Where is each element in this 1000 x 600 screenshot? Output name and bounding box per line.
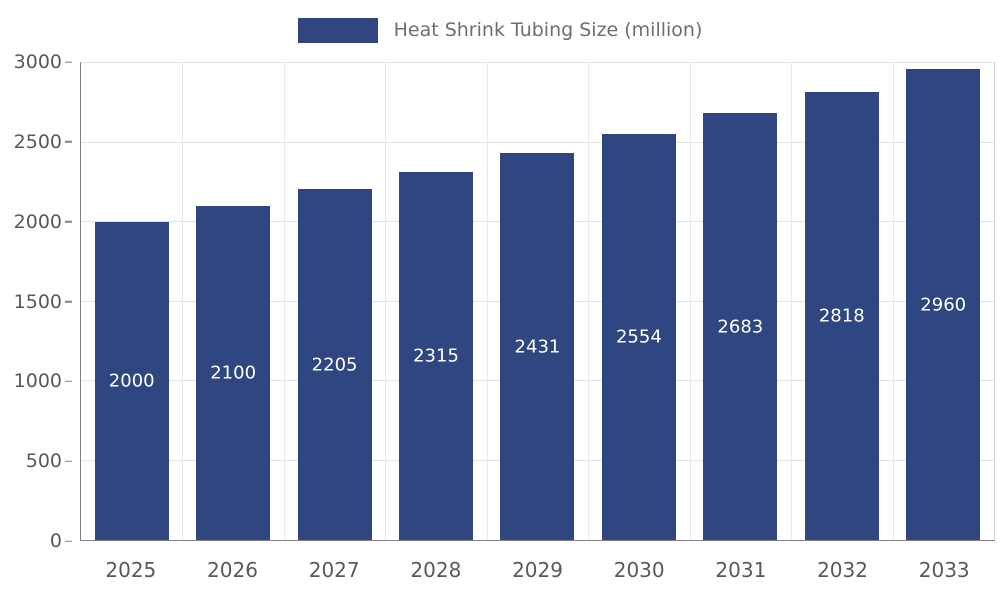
- gridline: [283, 63, 285, 540]
- y-tick-label: 3000: [13, 51, 62, 73]
- y-tick-mark: [65, 460, 72, 462]
- x-tick-label: 2033: [918, 558, 970, 582]
- legend-swatch: [297, 17, 378, 43]
- bar: 2554: [601, 133, 676, 540]
- x-tick-label: 2032: [817, 558, 868, 582]
- bar: 2960: [906, 69, 981, 540]
- bar-value-label: 2554: [615, 326, 662, 348]
- bar-band: 2431: [487, 63, 588, 540]
- gridline: [182, 63, 184, 540]
- bar-value-label: 2205: [311, 354, 358, 376]
- gridline: [385, 63, 387, 540]
- bar-band: 2315: [385, 63, 486, 540]
- bar: 2315: [399, 171, 474, 540]
- bar-band: 2683: [690, 63, 791, 540]
- bar-band: 2100: [182, 63, 283, 540]
- gridline: [81, 141, 994, 143]
- bar-band: 2205: [284, 63, 385, 540]
- gridline: [689, 63, 691, 540]
- bar-value-label: 2315: [413, 345, 459, 367]
- bar: 2431: [500, 153, 575, 540]
- y-tick-mark: [65, 141, 72, 143]
- y-tick-label: 2000: [13, 210, 62, 233]
- bar-band: 2554: [588, 63, 689, 540]
- y-tick-label: 0: [49, 530, 62, 552]
- x-tick-label: 2027: [308, 558, 360, 582]
- y-tick-mark: [65, 220, 72, 223]
- bar-band: 2818: [791, 63, 892, 540]
- y-tick-label: 500: [25, 450, 62, 473]
- bar: 2683: [703, 113, 778, 540]
- legend: Heat Shrink Tubing Size (million): [0, 16, 1000, 44]
- bar-value-label: 2818: [818, 305, 865, 327]
- y-tick-mark: [65, 540, 72, 542]
- x-axis: 2025 2026 2027 2028 2029 2030 2031 2032 2033: [80, 548, 995, 588]
- gridline: [791, 63, 793, 540]
- gridline: [892, 63, 894, 540]
- gridline: [81, 62, 994, 63]
- y-tick-mark: [65, 61, 72, 63]
- x-tick-label: 2030: [613, 558, 665, 582]
- bar-value-label: 2683: [717, 316, 764, 338]
- plot-area: 2000 2100 2205 2315 2431 2554 2683 2818 2960: [80, 62, 995, 541]
- bar-value-label: 2100: [210, 362, 257, 384]
- y-tick-label: 2500: [13, 130, 62, 153]
- bar-value-label: 2000: [108, 370, 155, 392]
- x-tick-label: 2028: [410, 558, 462, 582]
- x-tick-label: 2026: [207, 558, 258, 582]
- y-tick-mark: [65, 300, 72, 303]
- bar: 2000: [94, 222, 169, 540]
- bar-band: 2960: [893, 63, 994, 540]
- bar: 2100: [196, 206, 271, 540]
- bars-row: 2000 2100 2205 2315 2431 2554 2683 2818 2960: [81, 63, 994, 540]
- gridline: [588, 63, 590, 540]
- x-tick-label: 2031: [715, 558, 767, 582]
- bar: 2205: [297, 189, 372, 540]
- bar-value-label: 2960: [920, 294, 967, 316]
- y-axis: 0 500 1000 1500 2000 2500 3000: [0, 51, 72, 552]
- legend-label: Heat Shrink Tubing Size (million): [393, 19, 703, 41]
- x-tick-label: 2029: [512, 558, 563, 582]
- gridline: [486, 63, 488, 540]
- bar-band: 2000: [81, 63, 182, 540]
- y-tick-label: 1000: [13, 370, 62, 393]
- y-tick-label: 1500: [13, 290, 62, 313]
- bar-value-label: 2431: [514, 336, 561, 358]
- y-tick-mark: [65, 380, 72, 383]
- x-tick-label: 2025: [105, 558, 157, 582]
- bar: 2818: [804, 91, 879, 540]
